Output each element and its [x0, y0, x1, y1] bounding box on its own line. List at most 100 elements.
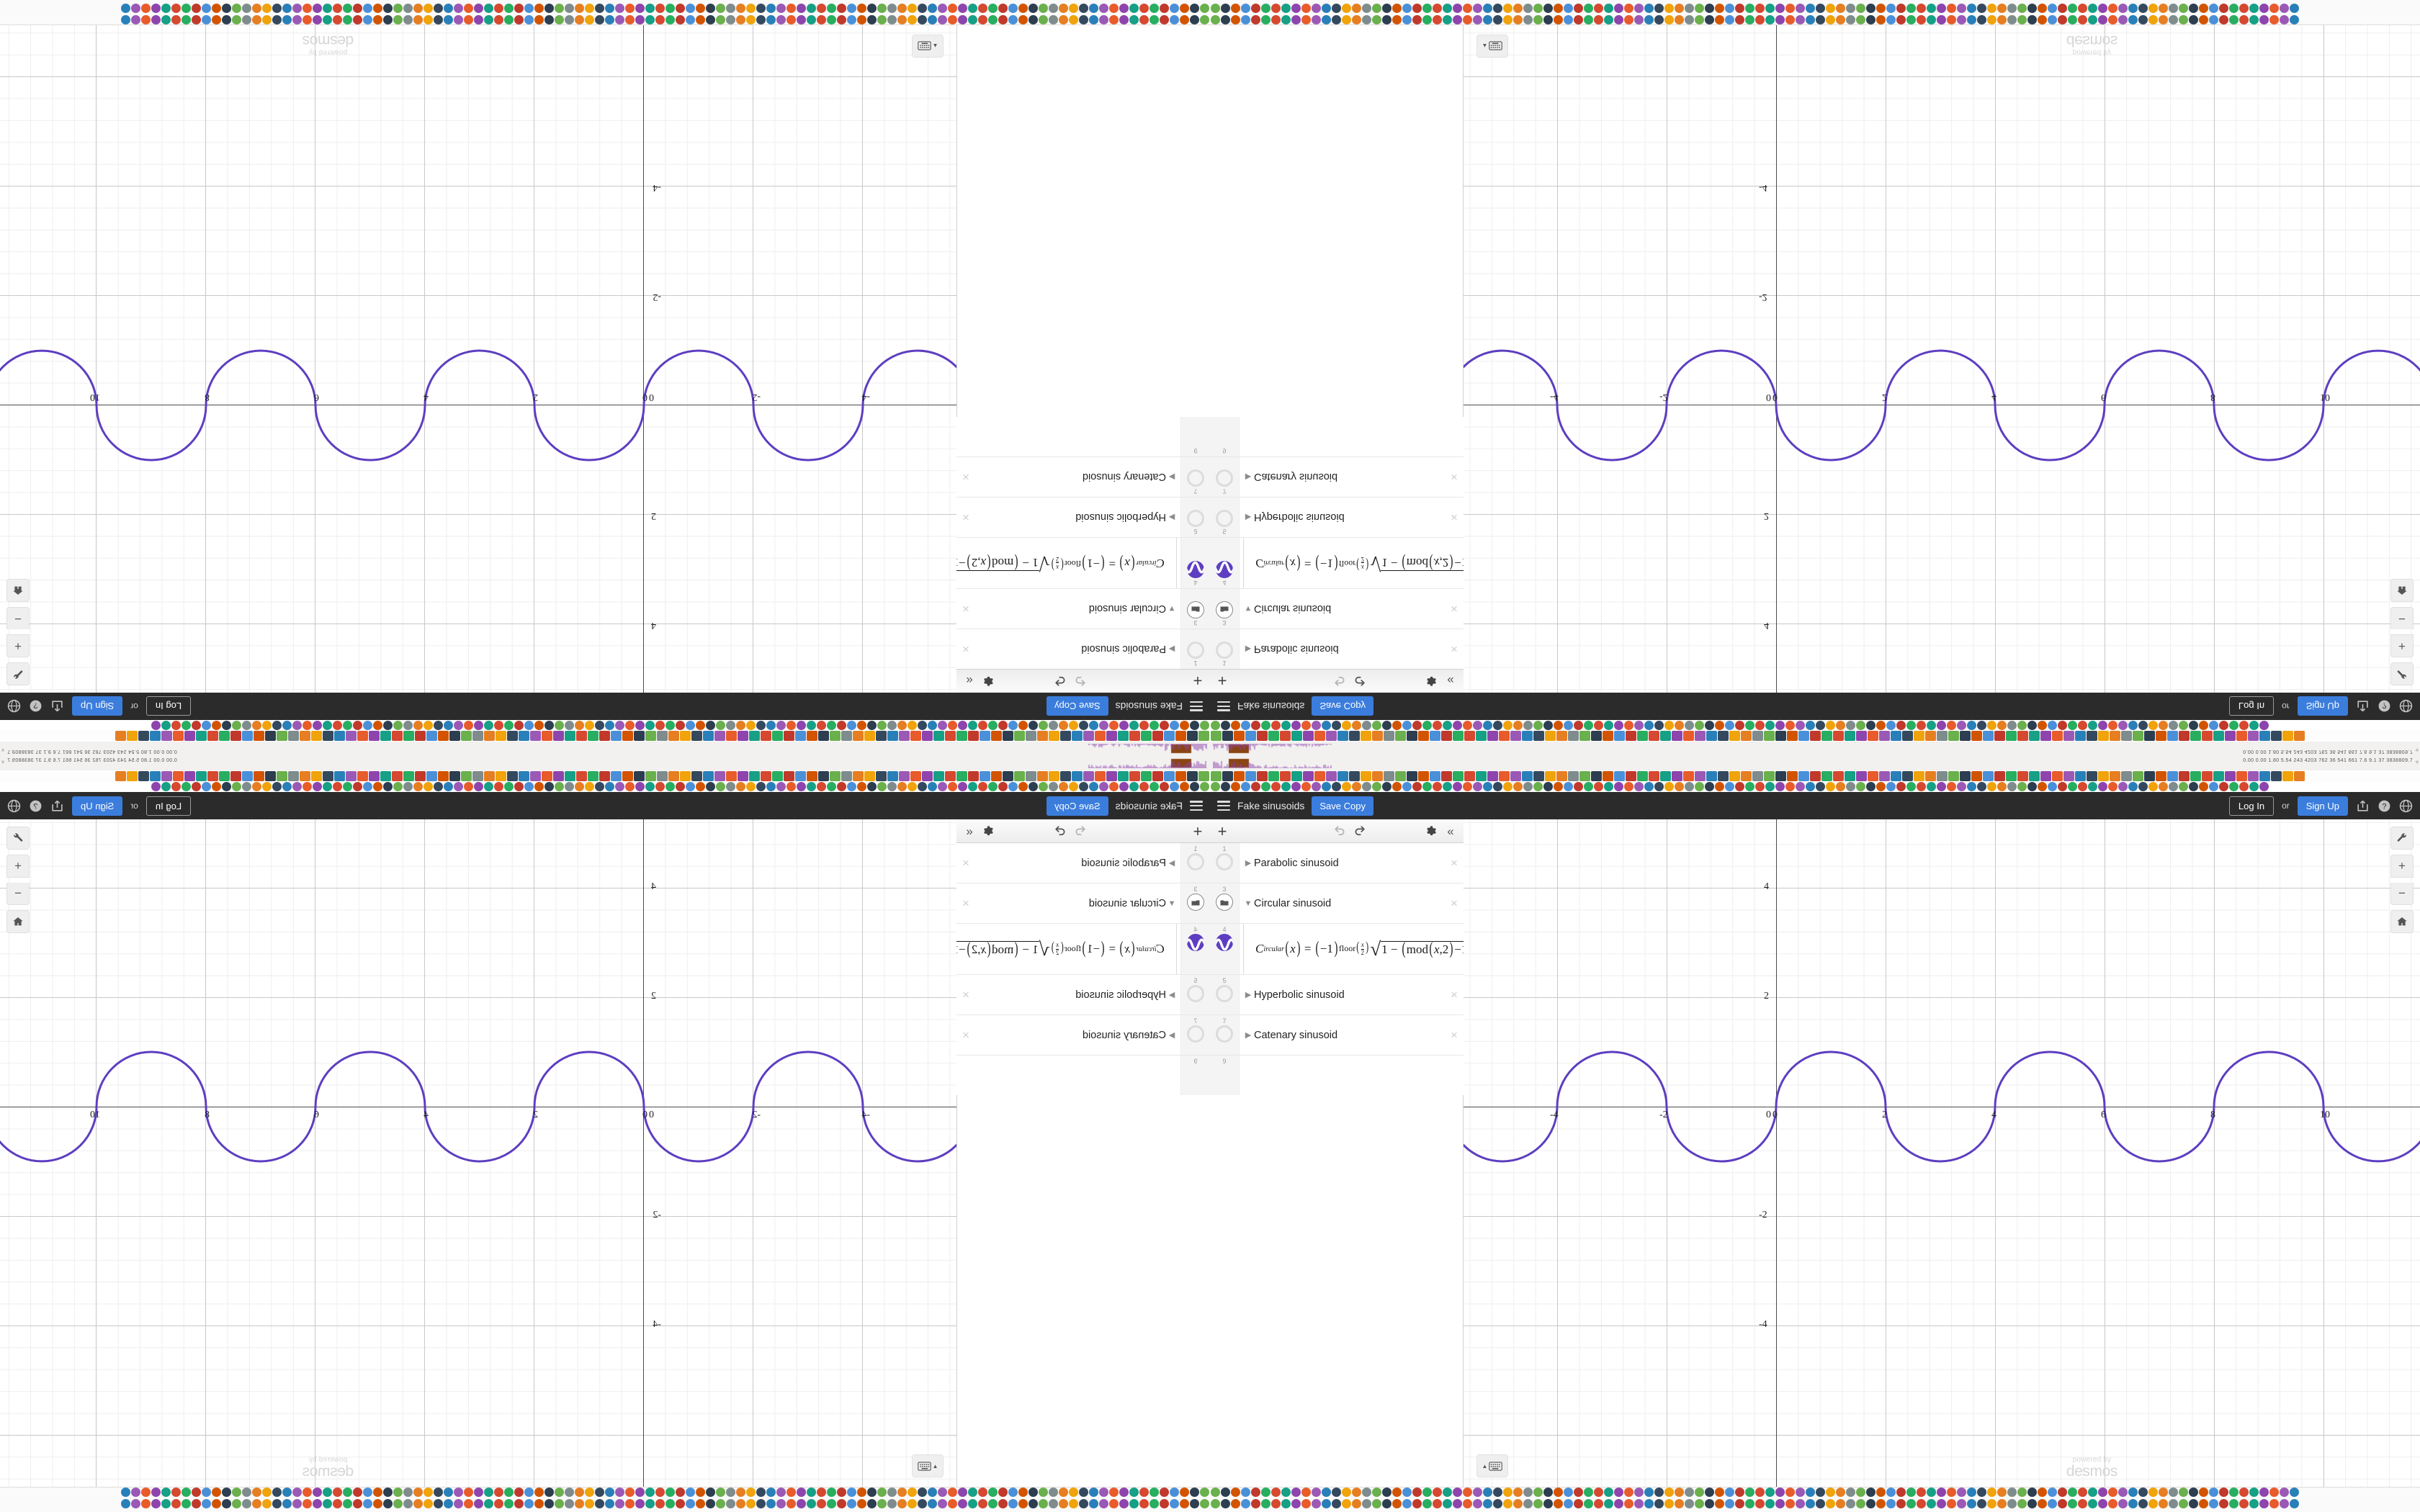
bookmark-icon[interactable] [1624, 15, 1634, 24]
bookmark-icon[interactable] [1866, 721, 1876, 730]
bookmark-icon[interactable] [817, 1488, 826, 1497]
bookmark-icon[interactable] [182, 721, 191, 730]
bookmark-icon[interactable] [1917, 1499, 1926, 1508]
bookmark-icon[interactable] [424, 1499, 433, 1508]
bookmark-icon[interactable] [1493, 1488, 1502, 1497]
bookmark-icon[interactable] [2007, 1499, 2017, 1508]
bookmark-icon[interactable] [948, 4, 957, 13]
bookmark-icon[interactable] [716, 15, 725, 24]
bookmark-icon[interactable] [1245, 731, 1256, 741]
bookmark-icon[interactable] [1614, 1499, 1623, 1508]
bookmark-icon[interactable] [1337, 771, 1348, 781]
bookmark-icon[interactable] [655, 721, 665, 730]
collapse-panel-icon[interactable]: « [960, 822, 979, 840]
bookmark-icon[interactable] [1735, 721, 1744, 730]
graph-canvas[interactable]: -4-202468101214-4-22460 + − ▲ p [0, 24, 956, 693]
chevron-down-icon[interactable]: ▿ [1, 747, 4, 753]
bookmark-icon[interactable] [897, 4, 907, 13]
expression-row-folder[interactable]: 5 ▶ Hyperbolic sinusoid × [956, 975, 1210, 1015]
bookmark-icon[interactable] [1412, 4, 1422, 13]
bookmark-icon[interactable] [1281, 1499, 1291, 1508]
bookmark-icon[interactable] [918, 15, 927, 24]
save-copy-button[interactable]: Save Copy [1312, 796, 1373, 816]
bookmark-icon[interactable] [956, 731, 967, 741]
bookmark-icon[interactable] [887, 731, 898, 741]
bookmark-icon[interactable] [1787, 731, 1798, 741]
bookmark-icon[interactable] [1281, 1488, 1291, 1497]
bookmark-icon[interactable] [1342, 1488, 1351, 1497]
bookmark-icon[interactable] [1089, 4, 1098, 13]
zoom-in-button[interactable]: + [2390, 855, 2414, 878]
save-copy-button[interactable]: Save Copy [1047, 697, 1108, 716]
bookmark-icon[interactable] [403, 1499, 413, 1508]
bookmark-icon[interactable] [1977, 1499, 1986, 1508]
share-icon[interactable] [2356, 799, 2370, 813]
bookmark-icon[interactable] [1241, 782, 1250, 791]
bookmark-icon[interactable] [2189, 4, 2198, 13]
bookmark-icon[interactable] [588, 731, 599, 741]
bookmark-icon[interactable] [2236, 771, 2247, 781]
bookmark-icon[interactable] [1886, 1499, 1896, 1508]
zoom-in-button[interactable]: + [2390, 634, 2414, 657]
caret-right-icon[interactable]: ▶ [1166, 644, 1178, 654]
bookmark-icon[interactable] [1584, 4, 1593, 13]
bookmark-icon[interactable] [1231, 1499, 1240, 1508]
bookmark-icon[interactable] [1261, 1499, 1270, 1508]
bookmark-icon[interactable] [555, 721, 564, 730]
bookmark-icon[interactable] [1725, 721, 1734, 730]
bookmark-icon[interactable] [756, 4, 766, 13]
bookmark-icon[interactable] [1856, 721, 1865, 730]
bookmark-icon[interactable] [461, 771, 472, 781]
bookmark-icon[interactable] [1231, 15, 1240, 24]
bookmark-icon[interactable] [1018, 782, 1028, 791]
folder-title[interactable]: Hyperbolic sinusoid [1254, 989, 1345, 1001]
bookmark-icon[interactable] [605, 1499, 614, 1508]
bookmark-icon[interactable] [1705, 1488, 1714, 1497]
expression-list[interactable]: 1 ▶ Parabolic sinusoid × 3 ▼ Circular sinusoid… [1210, 843, 1464, 1488]
bookmark-icon[interactable] [2052, 771, 2063, 781]
bookmark-icon[interactable] [1522, 771, 1533, 781]
bookmark-icon[interactable] [1806, 1488, 1815, 1497]
bookmark-icon[interactable] [1392, 1499, 1402, 1508]
bookmark-icon[interactable] [212, 4, 221, 13]
bookmark-icon[interactable] [1533, 4, 1543, 13]
bookmark-icon[interactable] [192, 1488, 201, 1497]
bookmark-icon[interactable] [1866, 15, 1876, 24]
bookmark-icon[interactable] [2078, 1499, 2087, 1508]
bookmark-icon[interactable] [1221, 4, 1230, 13]
bookmark-icon[interactable] [182, 15, 191, 24]
bookmark-icon[interactable] [991, 731, 1002, 741]
bookmark-icon[interactable] [887, 721, 897, 730]
bookmark-icon[interactable] [383, 782, 393, 791]
bookmark-icon[interactable] [1868, 731, 1878, 741]
bookmark-icon[interactable] [524, 1499, 534, 1508]
bookmark-icon[interactable] [776, 15, 786, 24]
math-expression[interactable]: Circular(x) = (−1) floor(x 2) √ 1 − (mod(x ,2… [956, 555, 1169, 572]
bookmark-icon[interactable] [1775, 782, 1785, 791]
expression-row-blank[interactable]: 9 [956, 417, 1210, 456]
bookmark-icon[interactable] [514, 721, 524, 730]
bookmark-icon[interactable] [686, 782, 695, 791]
bookmark-icon[interactable] [302, 1499, 312, 1508]
bookmark-icon[interactable] [1654, 721, 1664, 730]
bookmark-icon[interactable] [1433, 1488, 1442, 1497]
bookmark-icon[interactable] [968, 1499, 977, 1508]
bookmark-icon[interactable] [182, 782, 191, 791]
bookmark-icon[interactable] [575, 1488, 584, 1497]
bookmark-icon[interactable] [363, 721, 372, 730]
bookmark-icon[interactable] [807, 771, 817, 781]
bookmark-icon[interactable] [282, 15, 292, 24]
bookmark-icon[interactable] [1257, 731, 1268, 741]
bookmark-icon[interactable] [534, 782, 544, 791]
hamburger-menu-icon[interactable] [1217, 801, 1230, 811]
bookmark-icon[interactable] [1349, 731, 1360, 741]
bookmark-icon[interactable] [2239, 782, 2249, 791]
bookmark-icon[interactable] [1271, 782, 1281, 791]
bookmark-icon[interactable] [634, 771, 645, 781]
bookmark-icon[interactable] [542, 771, 552, 781]
bookmark-icon[interactable] [691, 771, 702, 781]
bookmark-icon[interactable] [887, 771, 898, 781]
expression-row-folder[interactable]: 3 ▼ Circular sinusoid × [1210, 588, 1464, 629]
bookmark-icon[interactable] [1987, 721, 1996, 730]
bookmark-icon[interactable] [1796, 1499, 1805, 1508]
